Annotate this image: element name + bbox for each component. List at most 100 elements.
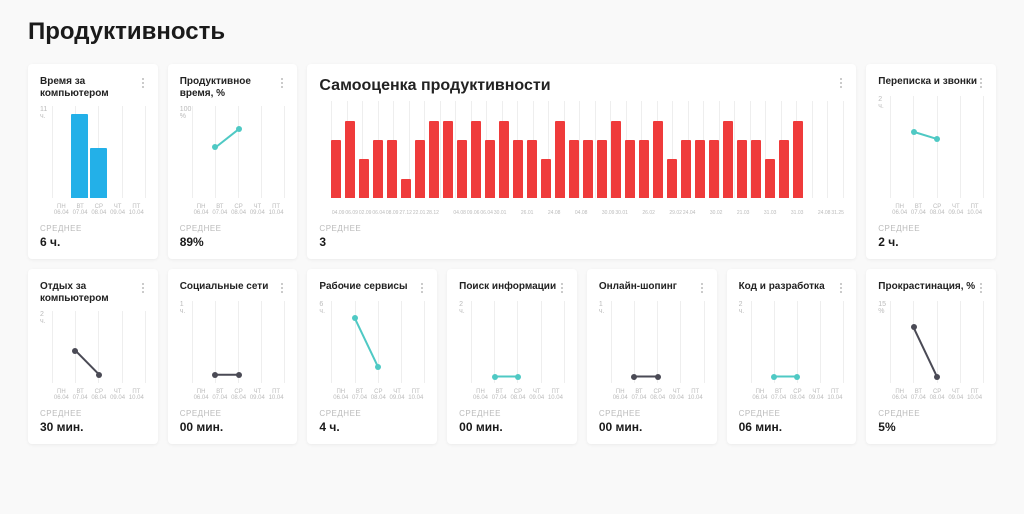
bar bbox=[639, 140, 649, 198]
bar bbox=[443, 121, 453, 199]
y-axis-label: 2 ч. bbox=[459, 301, 465, 315]
chart-area: 2 ч. ПНВТСРЧТПТ06.0407.0408.0409.0410.04 bbox=[878, 96, 984, 216]
avg-label: СРЕДНЕЕ bbox=[40, 409, 146, 418]
avg-value: 4 ч. bbox=[319, 420, 425, 434]
more-icon[interactable] bbox=[838, 76, 844, 90]
avg-value: 00 мин. bbox=[599, 420, 705, 434]
bar bbox=[331, 140, 341, 198]
x-axis: ПНВТСРЧТПТ06.0407.0408.0409.0410.04 bbox=[751, 389, 845, 401]
avg-label: СРЕДНЕЕ bbox=[739, 409, 845, 418]
plot bbox=[331, 101, 844, 198]
y-axis-label: 1 ч. bbox=[599, 301, 605, 315]
avg-value: 6 ч. bbox=[40, 235, 146, 249]
card-computer_time: Время за компьютером11 ч.ПНВТСРЧТПТ06.04… bbox=[28, 64, 158, 259]
card-title: Переписка и звонки bbox=[878, 76, 977, 88]
avg-label: СРЕДНЕЕ bbox=[319, 409, 425, 418]
bar bbox=[401, 179, 411, 198]
card-title: Продуктивное время, % bbox=[180, 76, 280, 100]
more-icon[interactable] bbox=[140, 281, 146, 295]
avg-label: СРЕДНЕЕ bbox=[180, 224, 286, 233]
x-axis: ПНВТСРЧТПТ06.0407.0408.0409.0410.04 bbox=[192, 204, 286, 216]
bar bbox=[345, 121, 355, 199]
bar bbox=[681, 140, 691, 198]
y-axis-label: 1 ч. bbox=[180, 301, 186, 315]
avg-label: СРЕДНЕЕ bbox=[878, 224, 984, 233]
plot bbox=[192, 106, 286, 198]
bar bbox=[723, 121, 733, 199]
avg-value: 2 ч. bbox=[878, 235, 984, 249]
card-title: Социальные сети bbox=[180, 281, 269, 293]
line-chart bbox=[890, 96, 984, 198]
more-icon[interactable] bbox=[140, 76, 146, 90]
data-point bbox=[655, 374, 661, 380]
bar bbox=[359, 159, 369, 198]
chart-area: 15 % ПНВТСРЧТПТ06.0407.0408.0409.0410.04 bbox=[878, 301, 984, 401]
more-icon[interactable] bbox=[279, 281, 285, 295]
bar bbox=[793, 121, 803, 199]
bar bbox=[625, 140, 635, 198]
more-icon[interactable] bbox=[838, 281, 844, 295]
x-axis: ПНВТСРЧТПТ06.0407.0408.0409.0410.04 bbox=[331, 389, 425, 401]
avg-label: СРЕДНЕЕ bbox=[40, 224, 146, 233]
more-icon[interactable] bbox=[978, 76, 984, 90]
card-rest: Отдых за компьютером 2 ч. ПНВТСРЧТПТ06.040… bbox=[28, 269, 158, 444]
avg-label: СРЕДНЕЕ bbox=[878, 409, 984, 418]
bar bbox=[387, 140, 397, 198]
chart-area: 2 ч. ПНВТСРЧТПТ06.0407.0408.0409.0410.04 bbox=[40, 311, 146, 401]
avg-value: 30 мин. bbox=[40, 420, 146, 434]
more-icon[interactable] bbox=[978, 281, 984, 295]
more-icon[interactable] bbox=[699, 281, 705, 295]
x-axis: ПНВТСРЧТПТ06.0407.0408.0409.0410.04 bbox=[52, 389, 146, 401]
plot bbox=[611, 301, 705, 383]
line-chart bbox=[331, 301, 425, 383]
line-chart bbox=[192, 106, 286, 198]
more-icon[interactable] bbox=[559, 281, 565, 295]
card-work_services: Рабочие сервисы6 ч.ПНВТСРЧТПТ06.0407.040… bbox=[307, 269, 437, 444]
more-icon[interactable] bbox=[279, 76, 285, 90]
avg-label: СРЕДНЕЕ bbox=[459, 409, 565, 418]
avg-value: 89% bbox=[180, 235, 286, 249]
bar bbox=[765, 159, 775, 198]
card-title: Онлайн-шопинг bbox=[599, 281, 677, 293]
plot bbox=[331, 301, 425, 383]
plot bbox=[751, 301, 845, 383]
bar bbox=[653, 121, 663, 199]
plot bbox=[192, 301, 286, 383]
page-title: Продуктивность bbox=[28, 18, 996, 46]
bar bbox=[667, 159, 677, 198]
bar bbox=[737, 140, 747, 198]
y-axis-label: 2 ч. bbox=[739, 301, 745, 315]
x-axis: ПНВТСРЧТПТ06.0407.0408.0409.0410.04 bbox=[890, 204, 984, 216]
avg-value: 3 bbox=[319, 235, 844, 249]
data-point bbox=[934, 374, 940, 380]
data-point bbox=[236, 372, 242, 378]
bar bbox=[597, 140, 607, 198]
bar bbox=[583, 140, 593, 198]
data-point bbox=[352, 315, 358, 321]
line-chart bbox=[471, 301, 565, 383]
x-axis: ПНВТСРЧТПТ06.0407.0408.0409.0410.04 bbox=[890, 389, 984, 401]
y-axis-label: 11 ч. bbox=[40, 106, 47, 120]
y-axis-label: 15 % bbox=[878, 301, 886, 315]
more-icon[interactable] bbox=[419, 281, 425, 295]
chart-area: 1 ч.ПНВТСРЧТПТ06.0407.0408.0409.0410.04 bbox=[599, 301, 705, 401]
card-search: Поиск информации2 ч.ПНВТСРЧТПТ06.0407.04… bbox=[447, 269, 577, 444]
x-axis: 04.0906.0902.0906.0408.0927.1222.0128.12… bbox=[331, 210, 844, 216]
bar bbox=[569, 140, 579, 198]
card-title: Отдых за компьютером bbox=[40, 281, 140, 305]
y-axis-label: 2 ч. bbox=[878, 96, 884, 110]
card-title: Время за компьютером bbox=[40, 76, 140, 100]
line-chart bbox=[611, 301, 705, 383]
plot bbox=[471, 301, 565, 383]
card-code: Код и разработка 2 ч. ПНВТСРЧТПТ06.0407.04… bbox=[727, 269, 857, 444]
bar bbox=[779, 140, 789, 198]
y-axis-label: 2 ч. bbox=[40, 311, 46, 325]
line-chart bbox=[751, 301, 845, 383]
bar bbox=[415, 140, 425, 198]
data-point bbox=[771, 374, 777, 380]
chart-area: 100 %ПНВТСРЧТПТ06.0407.0408.0409.0410.04 bbox=[180, 106, 286, 216]
card-shopping: Онлайн-шопинг 1 ч.ПНВТСРЧТПТ06.0407.0408.… bbox=[587, 269, 717, 444]
card-title: Код и разработка bbox=[739, 281, 825, 293]
card-social: Социальные сети1 ч.ПНВТСРЧТПТ06.0407.040… bbox=[168, 269, 298, 444]
plot bbox=[890, 301, 984, 383]
